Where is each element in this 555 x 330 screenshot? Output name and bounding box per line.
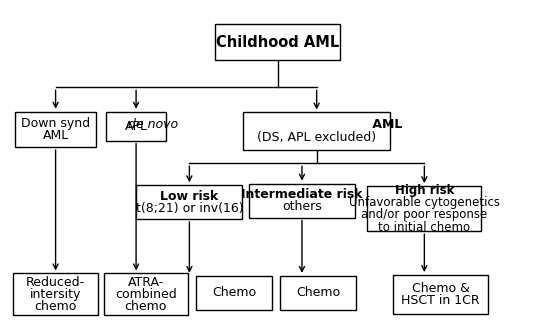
Text: and/or poor response: and/or poor response — [361, 208, 487, 221]
FancyBboxPatch shape — [106, 112, 166, 141]
Text: chemo: chemo — [34, 300, 77, 313]
Text: High risk: High risk — [395, 184, 454, 197]
Text: Intermediate risk: Intermediate risk — [241, 188, 363, 201]
Text: de novo AML: de novo AML — [271, 118, 362, 131]
FancyBboxPatch shape — [393, 275, 488, 314]
Text: Chemo: Chemo — [212, 286, 256, 299]
Text: Down synd: Down synd — [21, 117, 90, 130]
Text: others: others — [282, 200, 322, 213]
Text: t(8;21) or inv(16): t(8;21) or inv(16) — [135, 202, 243, 215]
FancyBboxPatch shape — [249, 183, 355, 217]
Text: intersity: intersity — [30, 288, 81, 301]
Text: APL: APL — [124, 120, 148, 133]
Text: Chemo: Chemo — [296, 286, 340, 299]
Text: (DS, APL excluded): (DS, APL excluded) — [257, 131, 376, 144]
Text: AML: AML — [43, 129, 69, 142]
Text: HSCT in 1CR: HSCT in 1CR — [401, 294, 480, 307]
Text: Low risk: Low risk — [160, 189, 219, 203]
FancyBboxPatch shape — [367, 186, 482, 231]
Text: ATRA-: ATRA- — [128, 276, 164, 288]
Text: Childhood AML: Childhood AML — [216, 35, 339, 50]
FancyBboxPatch shape — [215, 24, 340, 60]
Text: de novo: de novo — [128, 118, 178, 131]
Text: chemo: chemo — [125, 300, 167, 313]
FancyBboxPatch shape — [196, 276, 272, 310]
Text: combined: combined — [115, 288, 176, 301]
FancyBboxPatch shape — [13, 273, 98, 315]
Text: to initial chemo: to initial chemo — [379, 220, 471, 234]
FancyBboxPatch shape — [280, 276, 356, 310]
Text: AML: AML — [368, 118, 402, 131]
Text: Reduced-: Reduced- — [26, 276, 85, 288]
FancyBboxPatch shape — [243, 113, 390, 149]
FancyBboxPatch shape — [104, 273, 188, 315]
FancyBboxPatch shape — [15, 112, 97, 147]
Text: Unfavorable cytogenetics: Unfavorable cytogenetics — [349, 196, 500, 209]
FancyBboxPatch shape — [137, 185, 243, 219]
Text: Chemo &: Chemo & — [412, 282, 470, 295]
